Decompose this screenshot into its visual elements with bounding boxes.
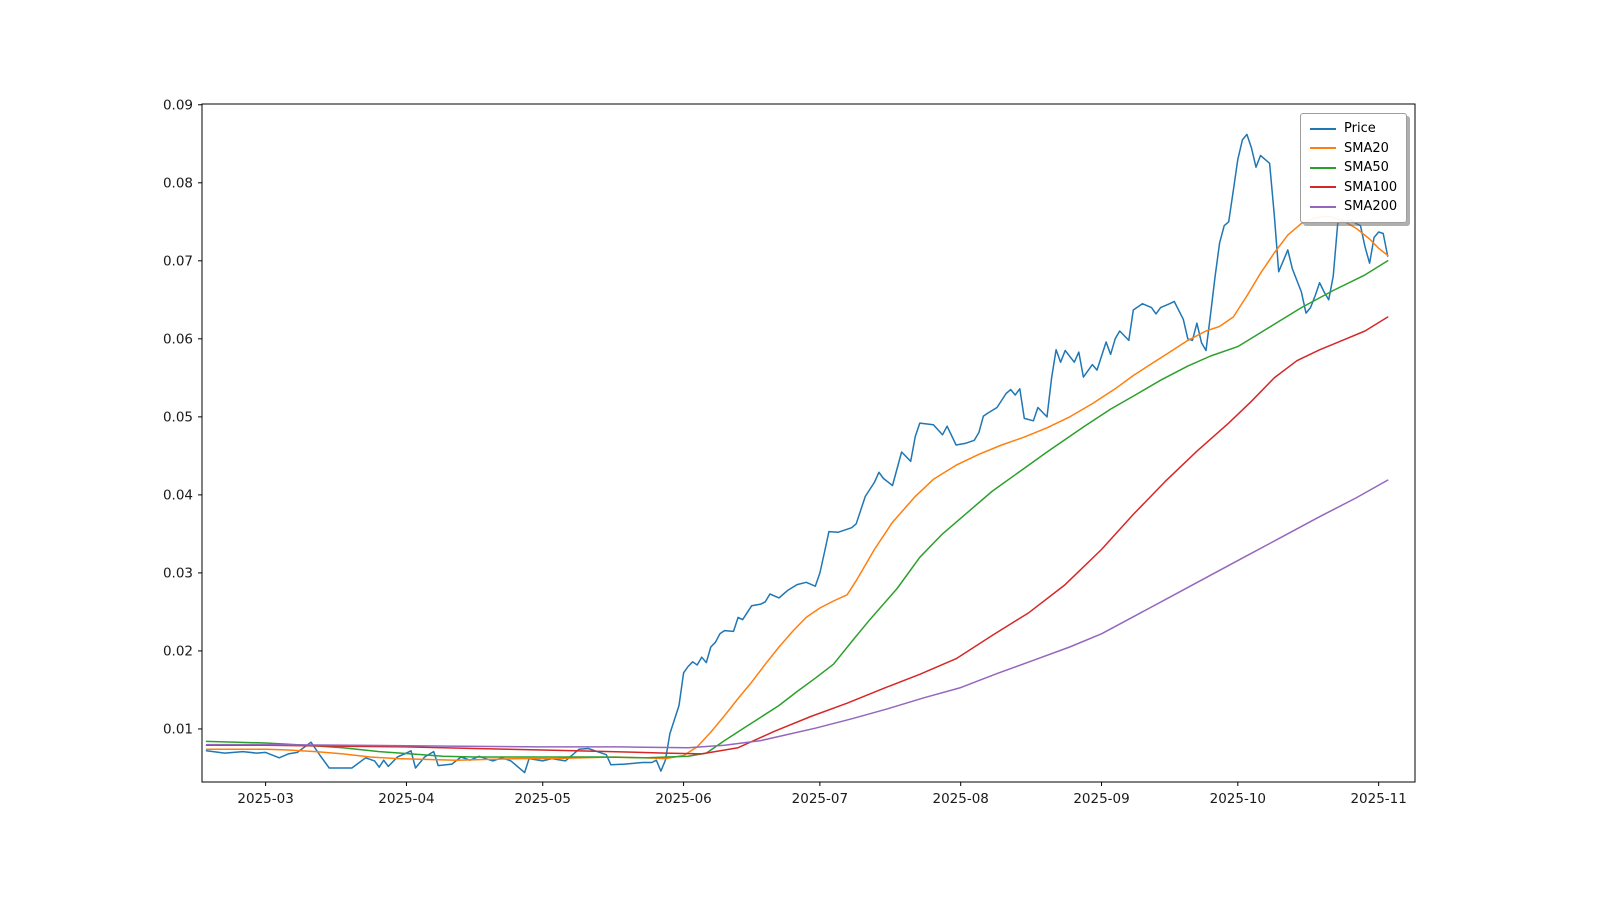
legend-line-sample-sma20 (1310, 147, 1336, 150)
series-line-price (205, 133, 1389, 774)
legend-item-sma100: SMA100 (1310, 178, 1397, 198)
x-tick-label: 2025-03 (237, 791, 293, 807)
series-line-sma20 (205, 215, 1389, 761)
x-tick-label: 2025-07 (792, 791, 848, 807)
legend: Price SMA20 SMA50 SMA100 SMA200 (1300, 113, 1408, 223)
legend-item-sma20: SMA20 (1310, 139, 1397, 159)
legend-label: SMA100 (1344, 179, 1398, 195)
legend-label: SMA20 (1344, 140, 1389, 156)
y-tick-label: 0.09 (163, 97, 193, 113)
y-tick-label: 0.08 (163, 175, 193, 191)
x-tick-label: 2025-06 (655, 791, 711, 807)
x-tick-label: 2025-05 (515, 791, 571, 807)
series-line-sma50 (205, 260, 1389, 759)
legend-line-sample-price (1310, 127, 1336, 130)
y-tick-label: 0.07 (163, 253, 193, 269)
legend-item-sma50: SMA50 (1310, 158, 1397, 178)
legend-line-sample-sma200 (1310, 205, 1336, 208)
series-line-sma200 (205, 479, 1389, 749)
plot-area (201, 103, 1416, 783)
legend-label: SMA50 (1344, 160, 1389, 175)
y-tick-label: 0.03 (163, 565, 193, 581)
x-tick-label: 2025-10 (1210, 791, 1266, 807)
y-tick-label: 0.04 (163, 487, 193, 503)
legend-label: SMA200 (1344, 199, 1398, 214)
y-tick-label: 0.05 (163, 409, 193, 425)
legend-line-sample-sma50 (1310, 166, 1336, 169)
x-tick-label: 2025-09 (1073, 791, 1129, 807)
y-tick-label: 0.06 (163, 331, 193, 347)
legend-line-sample-sma100 (1310, 186, 1336, 189)
legend-label: Price (1344, 121, 1376, 136)
y-tick-label: 0.01 (163, 721, 193, 737)
x-tick-label: 2025-11 (1350, 791, 1406, 807)
x-tick-label: 2025-04 (378, 791, 434, 807)
y-tick-label: 0.02 (163, 643, 193, 659)
legend-item-price: Price (1310, 119, 1397, 139)
legend-item-sma200: SMA200 (1310, 197, 1397, 217)
series-line-sma100 (205, 316, 1389, 755)
x-tick-label: 2025-08 (932, 791, 988, 807)
